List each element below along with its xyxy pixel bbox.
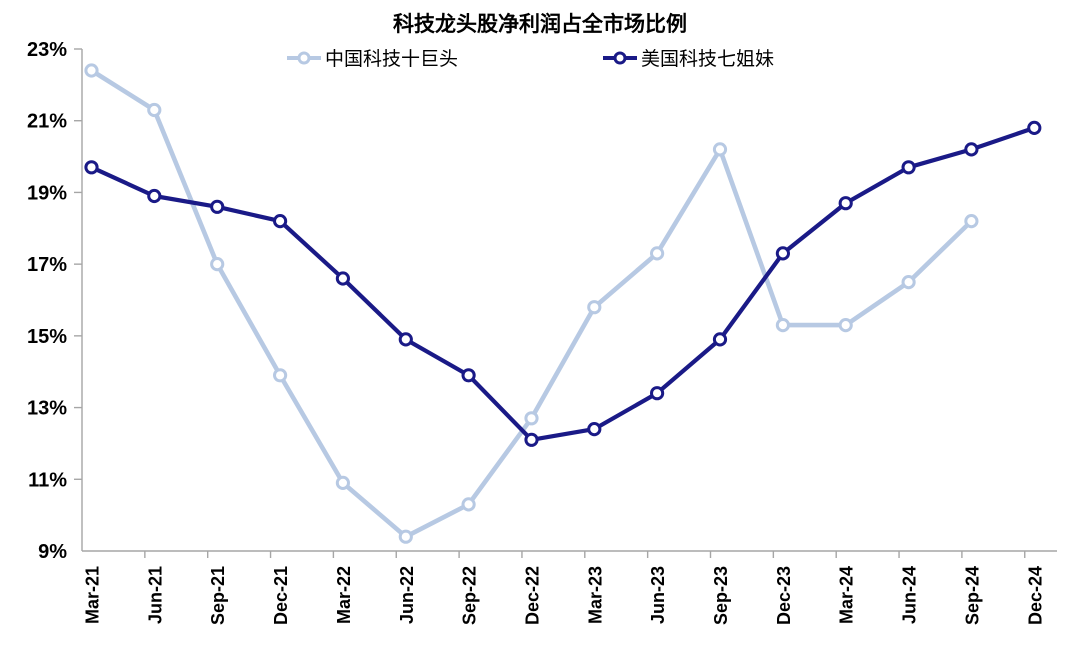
y-tick-label: 13% — [27, 398, 67, 420]
marker-us-mag7-Sep-23 — [712, 332, 728, 347]
y-tick-label: 11% — [28, 469, 67, 491]
marker-china-top10-Mar-21 — [84, 63, 99, 78]
marker-us-mag7-Jun-23 — [650, 386, 665, 401]
x-tick-label: Dec-21 — [271, 566, 291, 625]
line-circle-marker-icon — [286, 50, 322, 66]
marker-us-mag7-Dec-21 — [273, 214, 288, 229]
marker-us-mag7-Dec-24 — [1027, 120, 1042, 136]
x-tick-label: Sep-23 — [711, 566, 731, 625]
legend-item-china-top10: 中国科技十巨头 — [286, 44, 458, 71]
marker-us-mag7-Mar-21 — [84, 160, 99, 175]
marker-china-top10-Dec-23 — [775, 318, 791, 333]
marker-china-top10-Jun-22 — [398, 529, 413, 544]
line-china-top10 — [89, 68, 974, 539]
marker-china-top10-Jun-23 — [650, 246, 665, 261]
chart-title: 科技龙头股净利润占全市场比例 — [393, 13, 687, 36]
marker-us-mag7-Sep-21 — [210, 199, 225, 214]
x-tick-label: Jun-21 — [145, 566, 165, 624]
legend-label-china-top10: 中国科技十巨头 — [325, 49, 459, 70]
marker-china-top10-Dec-21 — [273, 368, 288, 383]
x-tick-label: Sep-24 — [962, 566, 982, 625]
marker-us-mag7-Dec-23 — [775, 246, 791, 261]
line-circle-marker-icon — [602, 50, 638, 66]
marker-us-mag7-Sep-22 — [461, 368, 476, 383]
marker-us-mag7-Jun-22 — [398, 332, 413, 347]
marker-us-mag7-Jun-21 — [147, 188, 162, 204]
marker-china-top10-Mar-22 — [335, 475, 350, 490]
marker-us-mag7-Mar-24 — [838, 196, 853, 211]
marker-china-top10-Jun-21 — [147, 102, 162, 118]
y-tick-label: 17% — [27, 254, 67, 276]
marker-us-mag7-Sep-24 — [964, 142, 979, 157]
marker-us-mag7-Mar-23 — [587, 422, 602, 437]
marker-china-top10-Sep-21 — [210, 257, 225, 272]
marker-china-top10-Mar-24 — [838, 318, 853, 333]
y-tick-label: 9% — [38, 541, 67, 563]
legend-label-us-mag7: 美国科技七姐妹 — [641, 49, 775, 70]
y-tick-label: 19% — [27, 182, 67, 204]
line-us-mag7 — [89, 125, 1037, 442]
x-tick-label: Dec-23 — [774, 566, 794, 625]
marker-china-top10-Sep-23 — [712, 142, 728, 157]
marker-us-mag7-Mar-22 — [335, 271, 350, 286]
x-tick-label: Dec-24 — [1025, 566, 1045, 625]
marker-china-top10-Sep-22 — [461, 497, 476, 512]
marker-china-top10-Mar-23 — [587, 300, 602, 315]
y-tick-label: 23% — [27, 39, 67, 61]
marker-us-mag7-Dec-22 — [524, 432, 539, 447]
marker-china-top10-Sep-24 — [964, 214, 979, 229]
legend-item-us-mag7: 美国科技七姐妹 — [602, 44, 774, 71]
marker-china-top10-Jun-24 — [901, 275, 916, 290]
marker-us-mag7-Jun-24 — [901, 160, 916, 175]
x-tick-label: Mar-23 — [585, 566, 605, 624]
y-tick-label: 15% — [27, 326, 67, 348]
y-tick-label: 21% — [27, 111, 67, 133]
x-tick-label: Sep-21 — [208, 566, 228, 625]
x-tick-label: Dec-22 — [522, 566, 542, 625]
x-tick-label: Mar-22 — [334, 566, 354, 624]
x-tick-label: Jun-23 — [648, 566, 668, 624]
x-tick-label: Mar-21 — [83, 566, 103, 624]
marker-china-top10-Dec-22 — [524, 411, 539, 426]
x-tick-label: Mar-24 — [837, 566, 857, 624]
x-tick-label: Sep-22 — [460, 566, 480, 625]
x-tick-label: Jun-24 — [900, 566, 920, 624]
x-tick-label: Jun-22 — [397, 566, 417, 624]
